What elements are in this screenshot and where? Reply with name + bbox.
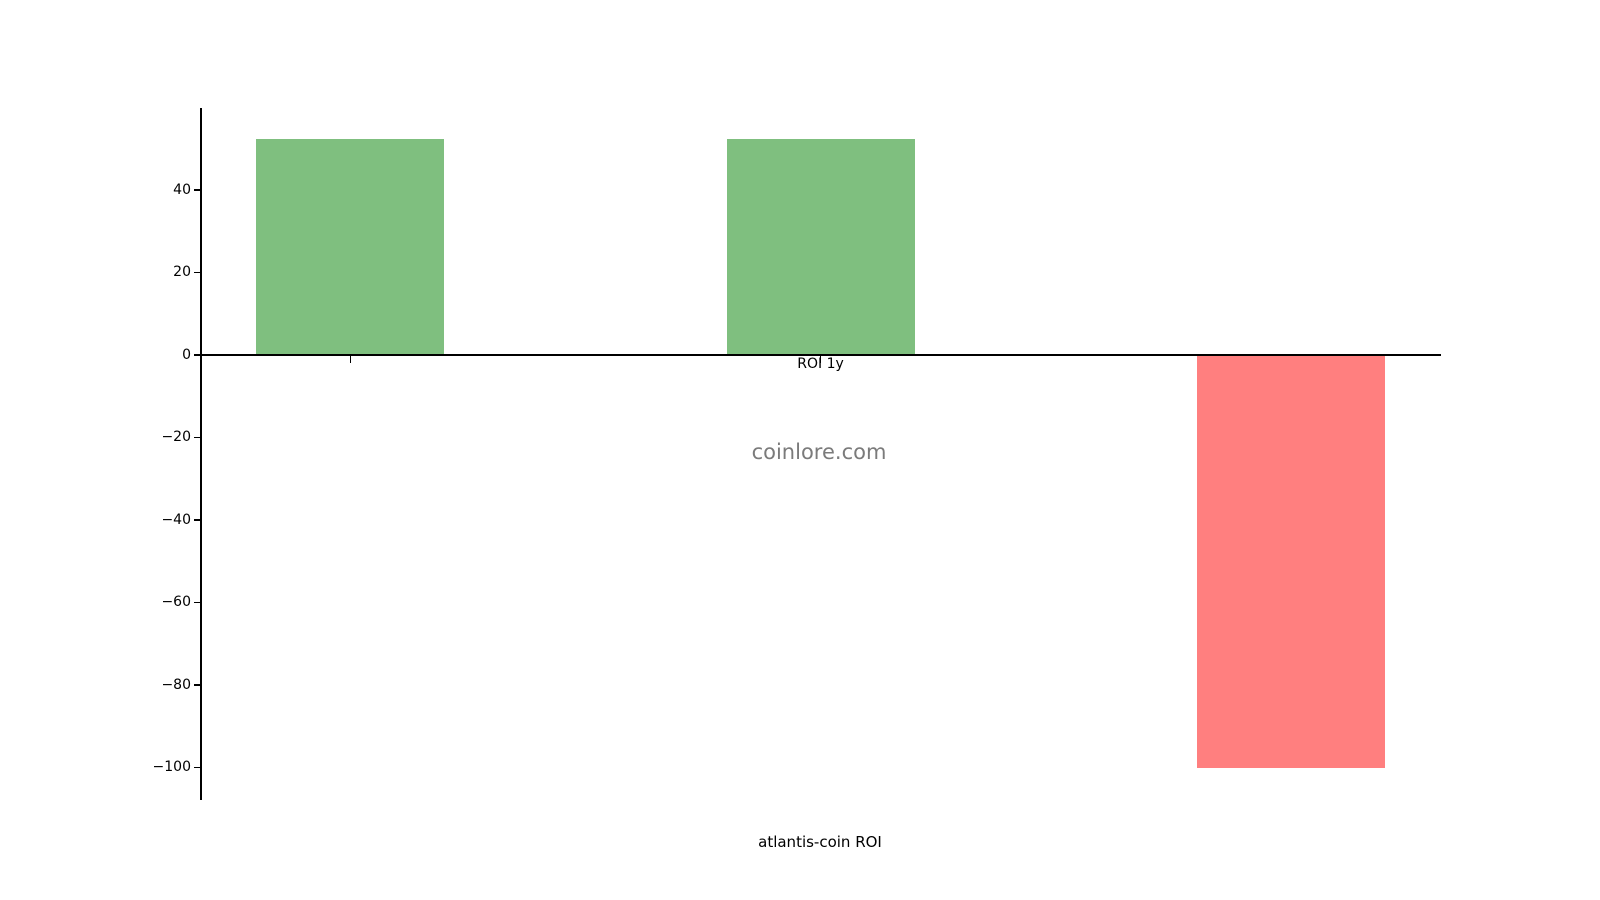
y-tick-mark	[193, 766, 201, 769]
x-tick-label: ROI 1y	[797, 356, 844, 372]
y-tick-label: −20	[161, 429, 191, 445]
y-tick-label: −40	[161, 511, 191, 528]
y-tick-label: −60	[161, 594, 191, 610]
bar-positive	[256, 138, 445, 355]
y-tick-label: 40	[173, 181, 191, 198]
y-tick-mark	[193, 519, 201, 521]
x-tick-mark	[349, 355, 351, 363]
y-tick-mark	[193, 354, 201, 356]
y-tick-mark	[193, 271, 201, 274]
bar-positive	[726, 138, 915, 355]
bar-negative	[1196, 355, 1385, 768]
chart-footer-title: atlantis-coin ROI	[758, 833, 882, 851]
y-tick-mark	[193, 601, 201, 604]
y-tick-label: −100	[152, 759, 191, 775]
y-tick-label: 0	[182, 346, 191, 363]
y-tick-mark	[193, 684, 201, 686]
y-tick-label: −80	[161, 676, 191, 693]
y-tick-mark	[193, 189, 201, 191]
y-axis-line	[200, 108, 202, 800]
y-tick-mark	[193, 436, 201, 439]
x-tick-mark	[819, 355, 822, 363]
watermark-text: coinlore.com	[751, 440, 887, 464]
y-tick-label: 20	[173, 264, 191, 280]
x-axis-zero-line	[200, 354, 1441, 356]
